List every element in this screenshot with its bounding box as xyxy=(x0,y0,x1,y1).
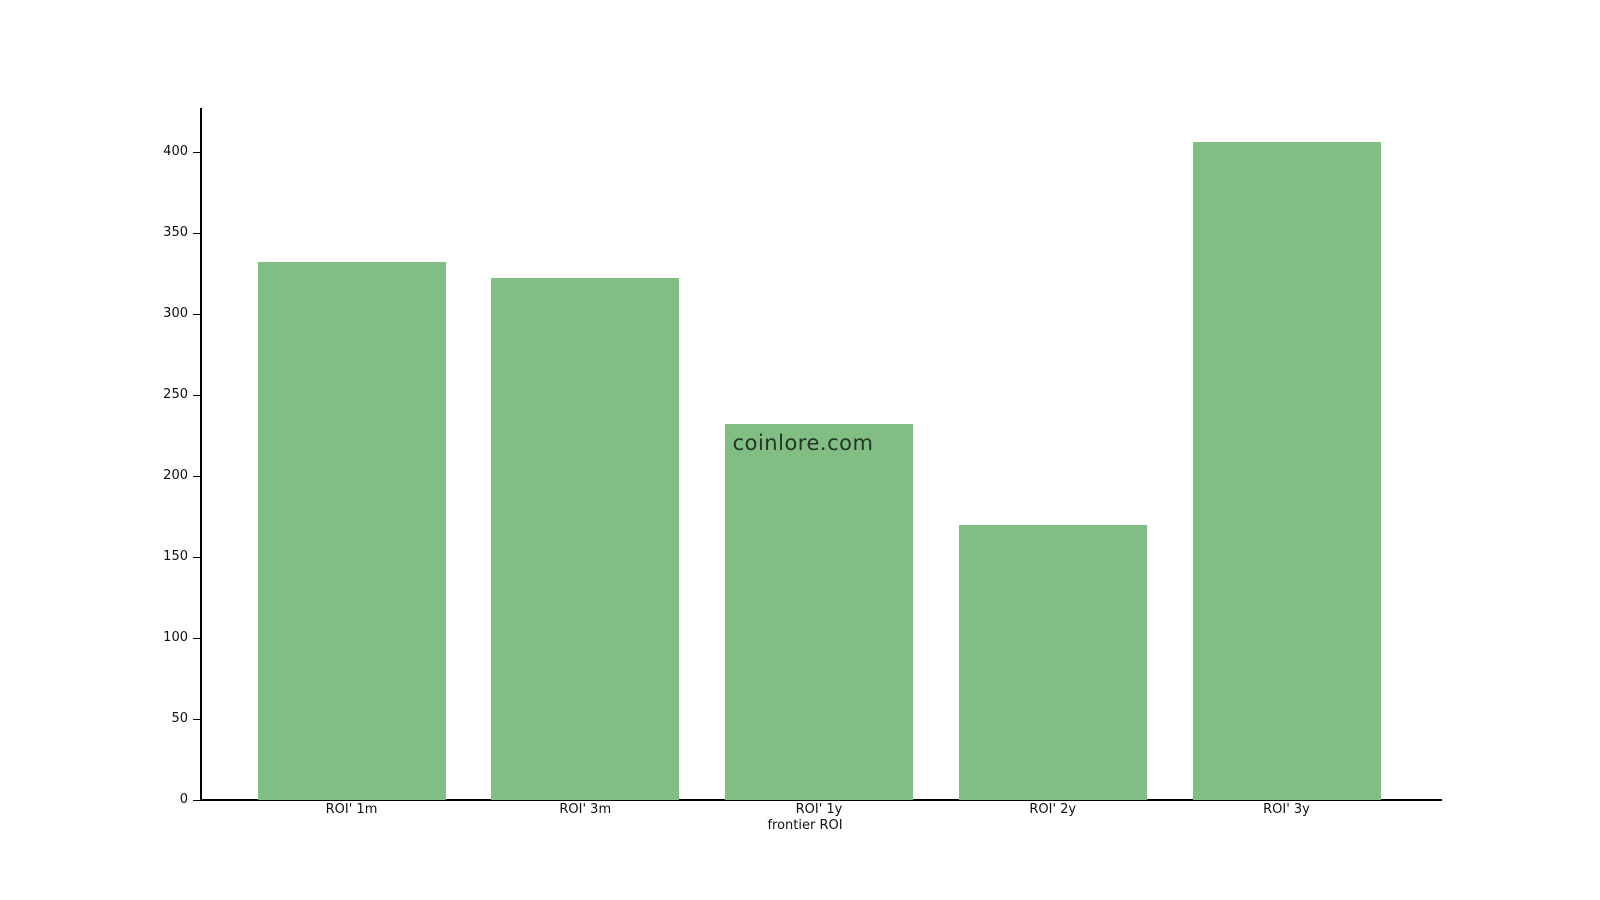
bar xyxy=(958,524,1147,800)
y-tick-label: 100 xyxy=(163,629,188,645)
y-tick-mark xyxy=(193,394,200,397)
plot-area: coinlore.com xyxy=(200,108,1442,800)
x-tick-label: ROI' 2y xyxy=(1029,802,1077,817)
y-tick-mark xyxy=(193,151,200,154)
x-tick-label: ROI' 3m xyxy=(559,802,612,817)
watermark: coinlore.com xyxy=(732,431,874,455)
y-tick-label: 200 xyxy=(163,467,188,483)
x-tick-label: ROI' 3y xyxy=(1263,802,1310,817)
y-tick-mark xyxy=(193,475,200,478)
x-tick-label: ROI' 1y xyxy=(795,802,843,817)
y-tick-label: 250 xyxy=(163,386,188,402)
y-tick-mark xyxy=(193,800,200,802)
bar xyxy=(491,278,680,800)
y-tick-mark xyxy=(193,313,200,316)
y-tick-mark xyxy=(193,718,200,721)
y-tick-label: 350 xyxy=(163,224,188,240)
y-tick-mark xyxy=(193,232,200,235)
y-tick-label: 50 xyxy=(171,710,188,726)
y-tick-label: 150 xyxy=(163,548,188,564)
y-tick-label: 0 xyxy=(179,792,188,807)
y-tick-mark xyxy=(193,556,200,559)
bar xyxy=(725,424,913,800)
y-tick-mark xyxy=(193,637,200,640)
y-tick-label: 300 xyxy=(163,305,188,321)
y-tick-label: 400 xyxy=(163,143,188,159)
bar xyxy=(257,261,446,800)
bar xyxy=(1192,142,1381,800)
y-axis-line xyxy=(200,108,202,800)
x-axis-title: frontier ROI xyxy=(767,818,843,833)
x-tick-label: ROI' 1m xyxy=(325,802,378,817)
